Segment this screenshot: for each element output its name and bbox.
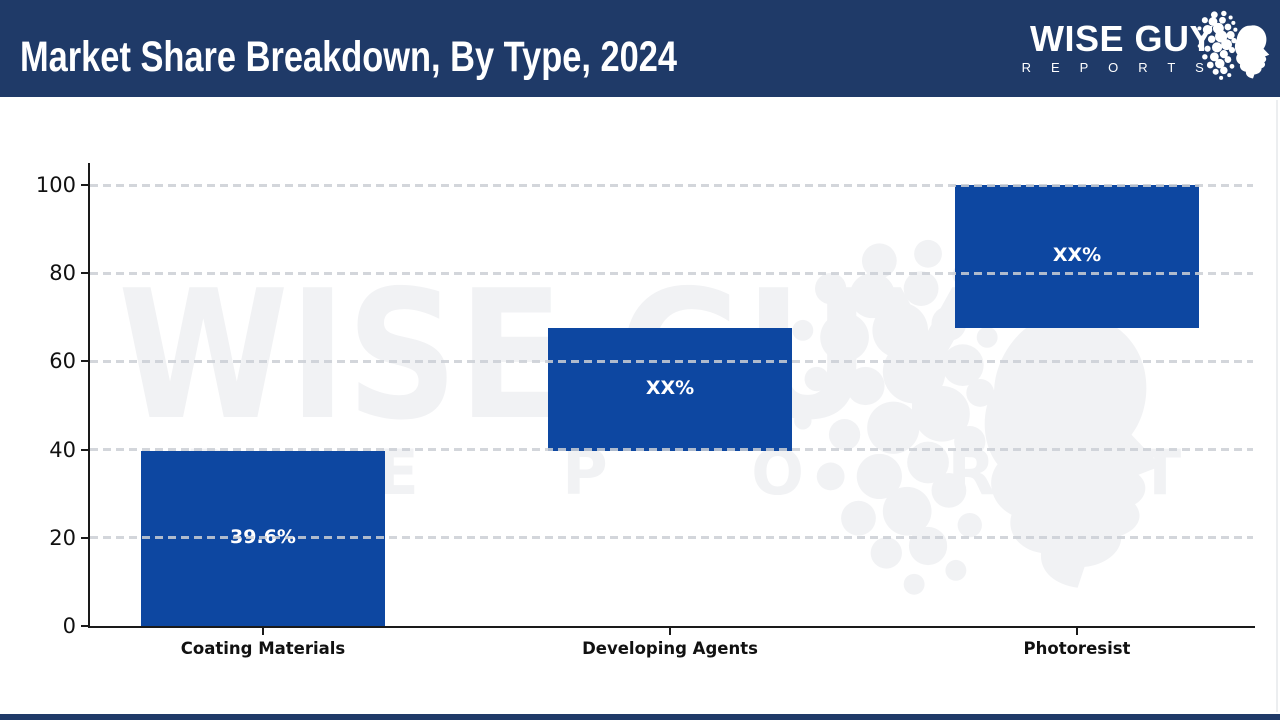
y-tick-label: 20: [49, 525, 76, 550]
bar-value-label: XX%: [645, 376, 695, 399]
x-axis-label: Developing Agents: [582, 639, 758, 658]
y-tick-label: 80: [49, 261, 76, 286]
bar-value-label: XX%: [1052, 243, 1102, 266]
x-tick: [669, 628, 671, 635]
y-tick: [81, 448, 89, 451]
y-tick-label: 40: [49, 437, 76, 462]
right-edge-divider: [1276, 100, 1278, 712]
page-title: Market Share Breakdown, By Type, 2024: [20, 33, 678, 81]
y-tick: [81, 272, 89, 275]
logo-wordmark: WISE GUY: [1029, 17, 1214, 59]
y-tick: [81, 625, 89, 627]
y-gridline: [90, 536, 1253, 540]
bar-segment: XX%: [955, 185, 1199, 329]
x-axis-label: Photoresist: [1023, 639, 1131, 658]
footer-bar: [0, 714, 1280, 720]
y-tick: [81, 184, 89, 187]
logo-subtext: R E P O R T S: [1021, 59, 1212, 75]
y-tick-label: 0: [62, 614, 76, 638]
y-gridline: [90, 183, 1253, 187]
logo-face-icon: [1194, 8, 1272, 86]
header-bar: Market Share Breakdown, By Type, 2024 WI…: [0, 0, 1280, 97]
logo-text: WISE GUY R E P O R T S: [1021, 17, 1214, 75]
y-gridline: [90, 448, 1253, 452]
x-tick: [262, 628, 264, 635]
y-tick-label: 60: [49, 349, 76, 374]
wise-guy-reports-logo: WISE GUY R E P O R T S: [1022, 8, 1272, 86]
y-gridline: [90, 359, 1253, 363]
x-axis-label: Coating Materials: [180, 639, 346, 658]
y-tick-label: 100: [35, 173, 76, 198]
y-gridline: [90, 271, 1253, 275]
y-tick: [81, 536, 89, 539]
y-tick: [81, 360, 89, 363]
bar-segment: XX%: [548, 328, 792, 452]
x-tick: [1076, 628, 1078, 635]
